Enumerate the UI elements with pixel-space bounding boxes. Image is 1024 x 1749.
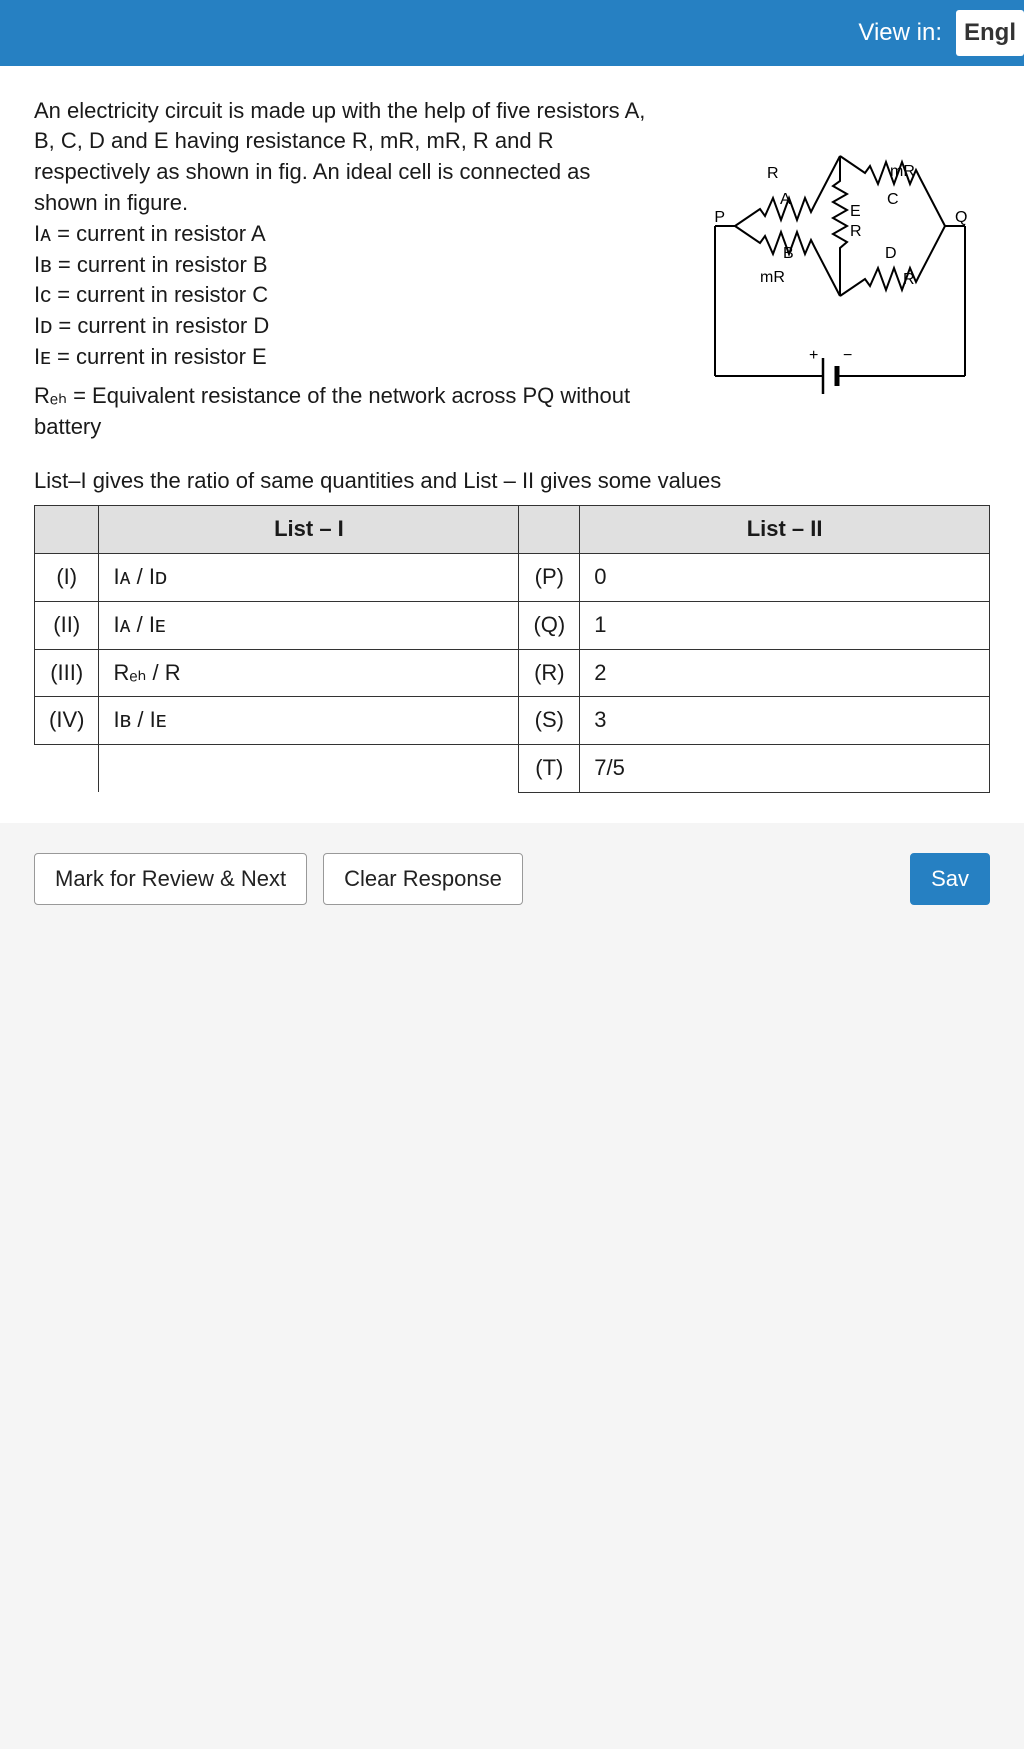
- table-row: (IV) Iʙ / Iᴇ (S) 3: [35, 697, 990, 745]
- table-row: (T) 7/5: [35, 745, 990, 793]
- row4-l1: Iʙ / Iᴇ: [99, 697, 519, 745]
- res-C-value: mR: [890, 163, 915, 180]
- row2-idx: (II): [35, 601, 99, 649]
- res-C-label: C: [887, 191, 899, 208]
- button-row: Mark for Review & Next Clear Response Sa…: [0, 823, 1024, 905]
- row4-l2: 3: [580, 697, 990, 745]
- match-table: List – I List – II (I) Iᴀ / Iᴅ (P) 0 (II…: [34, 505, 990, 793]
- question-body: An electricity circuit is made up with t…: [0, 66, 1024, 823]
- question-intro: An electricity circuit is made up with t…: [34, 96, 660, 219]
- clear-response-button[interactable]: Clear Response: [323, 853, 523, 905]
- battery-plus: +: [809, 347, 818, 364]
- th-blank1: [35, 506, 99, 554]
- view-in-label: View in:: [858, 16, 942, 50]
- node-P-label: P: [714, 209, 725, 226]
- row1-l2: 0: [580, 553, 990, 601]
- res-E-label: E: [850, 203, 861, 220]
- row1-idx: (I): [35, 553, 99, 601]
- row4-idx: (IV): [35, 697, 99, 745]
- res-A-label: A: [780, 191, 791, 208]
- header-bar: View in: Engl: [0, 0, 1024, 66]
- th-list1: List – I: [99, 506, 519, 554]
- list-caption: List–I gives the ratio of same quantitie…: [34, 466, 990, 497]
- res-A-value: R: [767, 165, 779, 182]
- row3-idx2: (R): [519, 649, 580, 697]
- battery-minus: −: [843, 347, 852, 364]
- row5-idx2: (T): [519, 745, 580, 793]
- row4-idx2: (S): [519, 697, 580, 745]
- row2-l2: 1: [580, 601, 990, 649]
- row2-idx2: (Q): [519, 601, 580, 649]
- current-definitions: Iᴀ = current in resistor A Iʙ = current …: [34, 219, 660, 373]
- circuit-figure: P Q R A mR C mR B R D E R + −: [690, 96, 990, 443]
- row3-l1: Rₑₕ / R: [99, 649, 519, 697]
- row5-idx: [35, 745, 99, 793]
- row1-l1: Iᴀ / Iᴅ: [99, 553, 519, 601]
- circuit-svg: P Q R A mR C mR B R D E R + −: [705, 126, 975, 416]
- res-B-label: B: [783, 245, 794, 262]
- req-definition: Rₑₕ = Equivalent resistance of the netwo…: [34, 381, 660, 443]
- th-list2: List – II: [580, 506, 990, 554]
- save-button[interactable]: Sav: [910, 853, 990, 905]
- row5-l1: [99, 745, 519, 793]
- mark-review-next-button[interactable]: Mark for Review & Next: [34, 853, 307, 905]
- table-row: (II) Iᴀ / Iᴇ (Q) 1: [35, 601, 990, 649]
- row2-l1: Iᴀ / Iᴇ: [99, 601, 519, 649]
- row1-idx2: (P): [519, 553, 580, 601]
- res-D-label: D: [885, 245, 897, 262]
- th-blank2: [519, 506, 580, 554]
- res-D-value: R: [903, 271, 915, 288]
- row5-l2: 7/5: [580, 745, 990, 793]
- res-B-value: mR: [760, 269, 785, 286]
- res-E-value: R: [850, 223, 862, 240]
- table-row: (I) Iᴀ / Iᴅ (P) 0: [35, 553, 990, 601]
- row3-idx: (III): [35, 649, 99, 697]
- row3-l2: 2: [580, 649, 990, 697]
- node-Q-label: Q: [955, 209, 967, 226]
- language-select[interactable]: Engl: [956, 10, 1024, 56]
- table-row: (III) Rₑₕ / R (R) 2: [35, 649, 990, 697]
